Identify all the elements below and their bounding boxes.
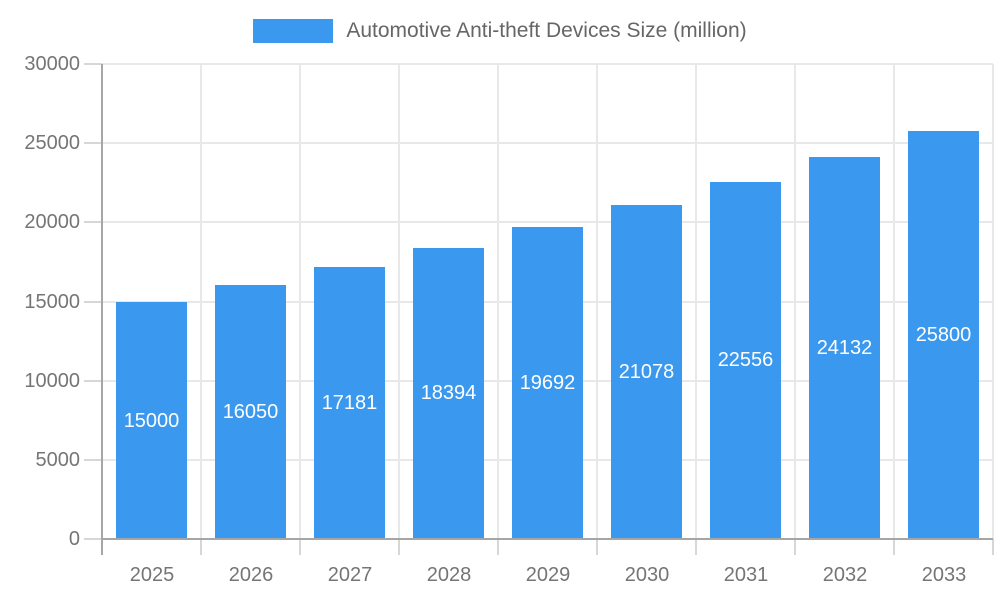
x-gridline (299, 64, 301, 539)
bar-2026: 16050 (215, 285, 286, 539)
x-axis-tick (596, 539, 598, 555)
x-gridline (794, 64, 796, 539)
bar-2030: 21078 (611, 205, 682, 539)
bar-2031: 22556 (710, 182, 781, 539)
bar-value-label: 19692 (519, 371, 576, 394)
x-axis-tick (101, 539, 103, 555)
y-gridline (102, 142, 993, 144)
x-gridline (893, 64, 895, 539)
x-tick-label: 2026 (228, 564, 274, 586)
x-tick-label: 2030 (624, 564, 670, 586)
x-gridline (497, 64, 499, 539)
x-axis-tick (893, 539, 895, 555)
y-tick-label: 20000 (24, 211, 80, 233)
x-gridline (992, 64, 994, 539)
y-axis-tick (84, 63, 102, 65)
bar-value-label: 17181 (321, 391, 378, 414)
bar-2025: 15000 (116, 302, 187, 540)
y-axis-tick (84, 142, 102, 144)
x-gridline (596, 64, 598, 539)
bar-2029: 19692 (512, 227, 583, 539)
x-tick-label: 2031 (723, 564, 769, 586)
bar-value-label: 16050 (222, 400, 279, 423)
x-axis-tick (992, 539, 994, 555)
x-tick-label: 2029 (525, 564, 571, 586)
x-tick-label: 2032 (822, 564, 868, 586)
y-axis-line (101, 64, 103, 539)
x-tick-label: 2025 (129, 564, 175, 586)
x-axis-tick (794, 539, 796, 555)
y-gridline (102, 221, 993, 223)
y-tick-label: 10000 (24, 370, 80, 392)
bar-2033: 25800 (908, 131, 979, 540)
x-axis-line (102, 538, 993, 540)
bar-value-label: 22556 (717, 349, 774, 371)
y-tick-label: 5000 (35, 449, 81, 471)
legend-label: Automotive Anti-theft Devices Size (mill… (346, 19, 747, 42)
x-axis-tick (398, 539, 400, 555)
y-axis-tick (84, 538, 102, 540)
bar-value-label: 25800 (915, 324, 972, 346)
bar-value-label: 15000 (123, 409, 180, 432)
bar-value-label: 21078 (618, 360, 675, 383)
bar-2032: 24132 (809, 157, 880, 539)
y-tick-label: 25000 (24, 132, 80, 154)
x-axis-tick (200, 539, 202, 555)
x-gridline (398, 64, 400, 539)
y-axis-tick (84, 380, 102, 382)
bar-value-label: 24132 (816, 336, 873, 359)
y-axis-tick (84, 301, 102, 303)
y-tick-label: 30000 (24, 53, 80, 75)
y-tick-label: 0 (68, 528, 80, 550)
x-axis-tick (497, 539, 499, 555)
bar-2027: 17181 (314, 267, 385, 539)
bar-value-label: 18394 (420, 382, 477, 404)
x-axis-tick (299, 539, 301, 555)
chart-legend[interactable]: Automotive Anti-theft Devices Size (mill… (0, 19, 1000, 43)
legend-swatch (253, 19, 334, 43)
y-tick-label: 15000 (24, 291, 80, 313)
x-tick-label: 2028 (426, 564, 472, 586)
bar-2028: 18394 (413, 248, 484, 539)
x-axis-tick (695, 539, 697, 555)
y-axis-tick (84, 221, 102, 223)
x-tick-label: 2033 (921, 564, 967, 586)
x-gridline (200, 64, 202, 539)
x-tick-label: 2027 (327, 564, 373, 586)
y-axis-tick (84, 459, 102, 461)
x-gridline (695, 64, 697, 539)
y-gridline (102, 63, 993, 65)
